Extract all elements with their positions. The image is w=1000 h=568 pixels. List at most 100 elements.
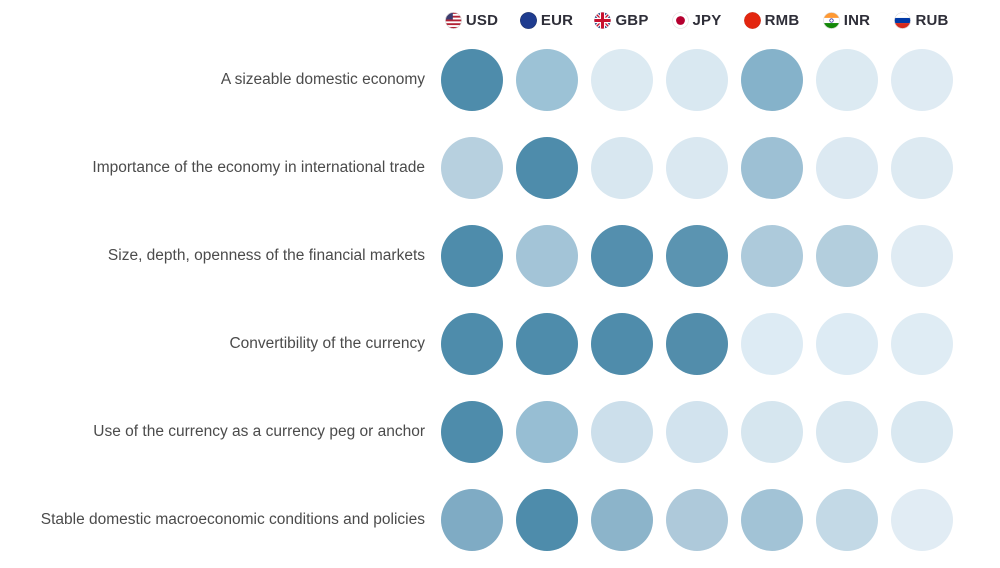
rating-circle	[740, 225, 803, 287]
rating-circle	[890, 489, 953, 551]
rating-circle	[665, 489, 728, 551]
jp-flag-icon	[671, 11, 689, 29]
rating-circle	[590, 137, 653, 199]
rating-circle	[515, 137, 578, 199]
row-label: A sizeable domestic economy	[220, 71, 425, 89]
matrix-cell	[509, 124, 584, 212]
cn-flag-icon	[743, 11, 761, 29]
column-header-usd: USD	[434, 12, 509, 29]
column-header-rub: RUB	[884, 12, 959, 29]
matrix-cell	[509, 476, 584, 564]
rating-circle	[440, 313, 503, 375]
column-header-jpy: JPY	[659, 12, 734, 29]
rating-circle	[740, 489, 803, 551]
rating-circle	[515, 401, 578, 463]
matrix-cell	[809, 300, 884, 388]
row-label: Use of the currency as a currency peg or…	[93, 423, 425, 441]
rating-circle	[440, 225, 503, 287]
matrix-cell	[584, 36, 659, 124]
matrix-cell	[584, 212, 659, 300]
matrix-cell	[809, 124, 884, 212]
rating-circle	[740, 313, 803, 375]
matrix-cell	[509, 212, 584, 300]
in-flag-icon	[823, 11, 840, 29]
matrix-cell	[584, 388, 659, 476]
matrix-cell	[659, 212, 734, 300]
matrix-cell	[809, 388, 884, 476]
matrix-cell	[659, 388, 734, 476]
matrix-cell	[809, 476, 884, 564]
matrix-cell	[734, 36, 809, 124]
matrix-cell	[809, 36, 884, 124]
matrix-cell	[884, 36, 959, 124]
matrix-cell	[434, 476, 509, 564]
matrix-cell	[659, 300, 734, 388]
matrix-cell	[509, 36, 584, 124]
matrix-row: Stable domestic macroeconomic conditions…	[0, 476, 1000, 564]
matrix-cell	[734, 476, 809, 564]
matrix-row: Importance of the economy in internation…	[0, 124, 1000, 212]
matrix-cell	[434, 300, 509, 388]
rating-circle	[440, 49, 503, 111]
rating-circle	[590, 401, 653, 463]
matrix-cell	[734, 388, 809, 476]
header-row: USD EUR GBP JPY RMB INR RUB	[0, 4, 1000, 36]
row-label: Stable domestic macroeconomic conditions…	[40, 511, 425, 529]
row-label: Importance of the economy in internation…	[92, 159, 425, 177]
rating-circle	[740, 49, 803, 111]
row-label: Convertibility of the currency	[229, 335, 425, 353]
rating-circle	[890, 137, 953, 199]
matrix-cell	[734, 300, 809, 388]
rating-circle	[815, 137, 878, 199]
matrix-cell	[659, 36, 734, 124]
matrix-cell	[659, 476, 734, 564]
rating-circle	[515, 49, 578, 111]
rating-circle	[740, 137, 803, 199]
column-label: INR	[843, 11, 871, 29]
rating-circle	[440, 489, 503, 551]
rating-circle	[665, 225, 728, 287]
us-flag-icon	[445, 11, 462, 29]
column-label: RMB	[764, 11, 800, 29]
matrix-cell	[809, 212, 884, 300]
rating-circle	[815, 489, 878, 551]
matrix-cell	[734, 124, 809, 212]
rating-circle	[440, 401, 503, 463]
matrix-cell	[509, 300, 584, 388]
rating-circle	[665, 49, 728, 111]
matrix-cell	[884, 476, 959, 564]
column-header-gbp: GBP	[584, 12, 659, 29]
matrix-cell	[584, 300, 659, 388]
rating-circle	[515, 225, 578, 287]
column-header-rmb: RMB	[734, 12, 809, 29]
matrix-cell	[434, 36, 509, 124]
column-label: JPY	[692, 11, 722, 29]
matrix-body: A sizeable domestic economy Importance of…	[0, 36, 1000, 564]
matrix-cell	[434, 212, 509, 300]
matrix-cell	[659, 124, 734, 212]
matrix-cell	[884, 388, 959, 476]
matrix-cell	[434, 124, 509, 212]
ru-flag-icon	[894, 11, 912, 29]
column-header-eur: EUR	[509, 12, 584, 29]
rating-circle	[590, 225, 653, 287]
gb-flag-icon	[594, 11, 612, 29]
row-label: Size, depth, openness of the financial m…	[107, 247, 425, 265]
matrix-row: Convertibility of the currency	[0, 300, 1000, 388]
rating-circle	[815, 401, 878, 463]
rating-circle	[740, 401, 803, 463]
rating-circle	[515, 313, 578, 375]
matrix-row: Use of the currency as a currency peg or…	[0, 388, 1000, 476]
rating-circle	[515, 489, 578, 551]
column-label: GBP	[615, 11, 649, 29]
column-label: EUR	[540, 11, 574, 29]
matrix-cell	[584, 476, 659, 564]
rating-circle	[590, 313, 653, 375]
rating-circle	[815, 49, 878, 111]
matrix-cell	[884, 300, 959, 388]
rating-circle	[590, 489, 653, 551]
matrix-row: A sizeable domestic economy	[0, 36, 1000, 124]
rating-circle	[665, 401, 728, 463]
rating-circle	[890, 49, 953, 111]
